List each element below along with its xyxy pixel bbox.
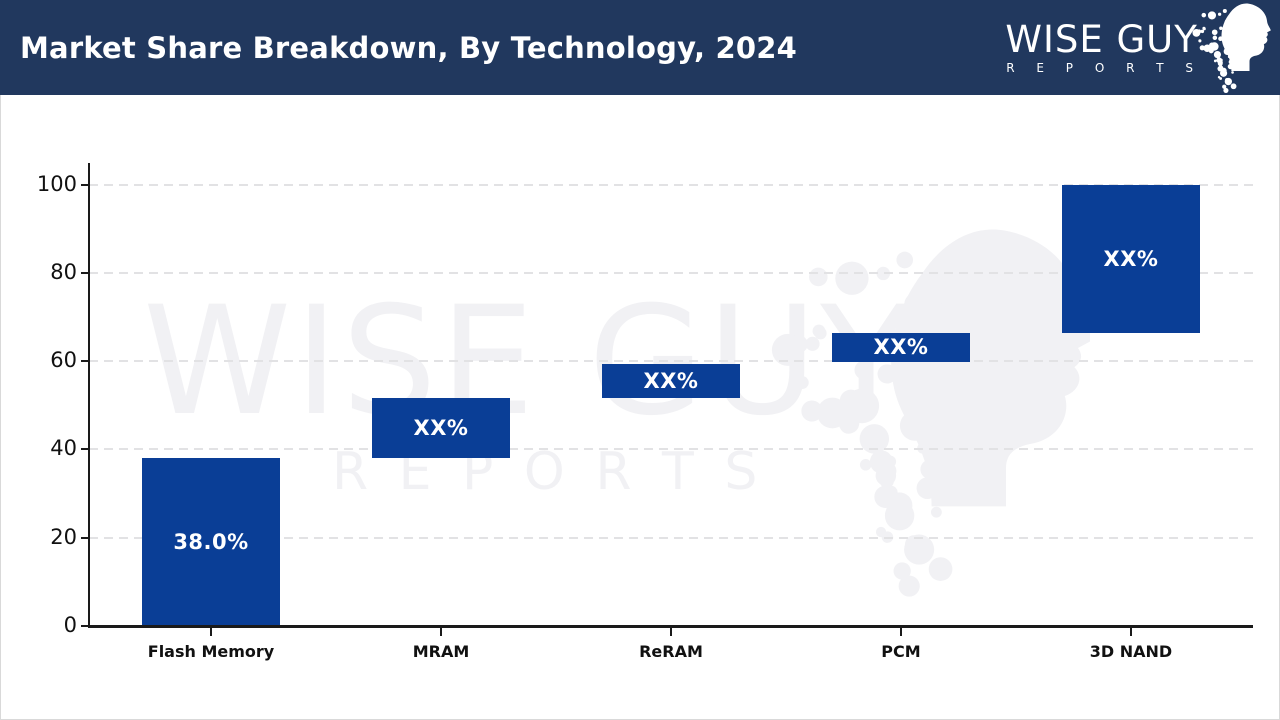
y-tick-label: 40 — [50, 436, 77, 461]
y-axis-tick — [81, 183, 89, 186]
gridline — [89, 183, 1253, 186]
x-axis-tick — [900, 628, 902, 636]
brand-wordmark: WISE GUY — [1005, 17, 1198, 61]
y-tick-label: 0 — [63, 613, 77, 637]
brand-logo: WISE GUY R E P O R T S — [1001, 0, 1274, 95]
bar-value-label: 38.0% — [173, 530, 249, 555]
gridline — [89, 448, 1253, 451]
bar-value-label: XX% — [413, 416, 469, 441]
bar-mram: XX% — [372, 398, 510, 459]
page-title: Market Share Breakdown, By Technology, 2… — [20, 30, 798, 65]
x-tick-label: MRAM — [412, 642, 470, 661]
y-axis-tick — [81, 360, 89, 363]
brand-subtitle: R E P O R T S — [1006, 60, 1202, 75]
x-axis-line — [88, 625, 1253, 628]
x-axis-tick — [670, 628, 672, 636]
y-axis-tick — [81, 448, 89, 451]
gridline — [89, 271, 1253, 274]
y-axis-tick — [81, 536, 89, 539]
x-tick-label: 3D NAND — [1089, 642, 1173, 661]
bar-3d-nand: XX% — [1062, 184, 1200, 333]
x-axis-tick — [1130, 628, 1132, 636]
bar-pcm: XX% — [832, 332, 970, 362]
bar-value-label: XX% — [1103, 246, 1159, 271]
x-axis-tick — [440, 628, 442, 636]
x-tick-label: Flash Memory — [147, 642, 275, 661]
bar-flash-memory: 38.0% — [142, 458, 280, 626]
gridline — [89, 360, 1253, 363]
y-axis-tick — [81, 271, 89, 274]
y-tick-label: 60 — [50, 348, 77, 373]
brand-logo-text: WISE GUY R E P O R T S — [1001, 21, 1202, 75]
x-tick-label: PCM — [881, 642, 921, 661]
dotted-head-logo-icon — [1192, 3, 1271, 93]
bar-value-label: XX% — [643, 368, 699, 393]
y-axis-tick — [81, 625, 89, 627]
x-tick-label: ReRAM — [639, 642, 703, 661]
bar-value-label: XX% — [873, 335, 929, 360]
gridline — [89, 536, 1253, 539]
header: Market Share Breakdown, By Technology, 2… — [0, 0, 1280, 95]
x-axis-tick — [210, 628, 212, 636]
y-tick-label: 80 — [50, 259, 77, 284]
y-tick-label: 100 — [36, 171, 77, 196]
bar-reram: XX% — [602, 363, 740, 399]
y-axis-line — [88, 163, 90, 628]
y-tick-label: 20 — [50, 524, 77, 549]
